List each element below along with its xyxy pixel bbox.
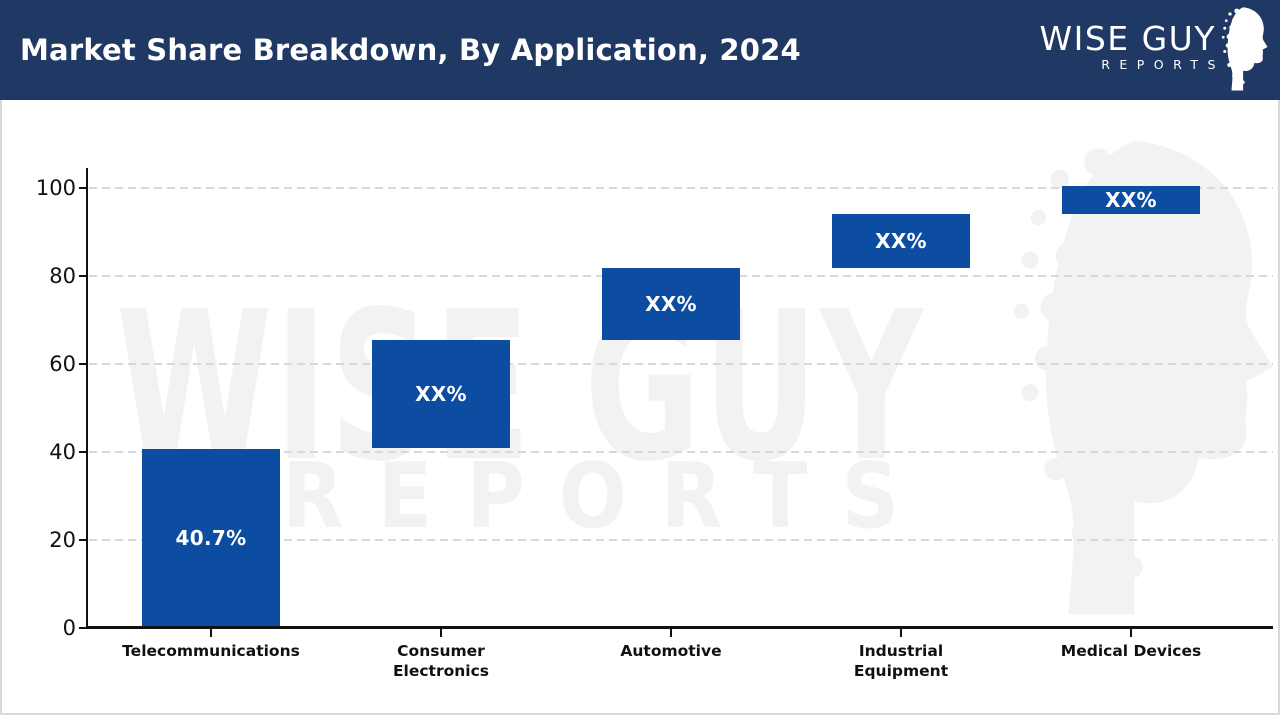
bar-automotive: XX% [602,268,740,340]
y-tick-label-0: 0 [62,616,76,640]
x-axis-spine [86,626,1273,629]
y-tick-label-60: 60 [49,352,76,376]
x-category-label-line: Electronics [392,662,490,680]
wiseguy-face-logo-icon [1221,7,1268,91]
x-tick-mark-4 [1130,629,1132,637]
y-tick-mark-100 [79,187,86,189]
x-tick-mark-3 [900,629,902,637]
y-tick-mark-0 [79,627,86,629]
x-category-label-line: Automotive [620,642,722,660]
y-axis-spine [86,168,88,629]
y-tick-label-80: 80 [49,264,76,288]
x-tick-mark-0 [210,629,212,637]
wiseguy-logo: WISE GUY REPORTS [1010,0,1280,100]
y-tick-mark-80 [79,275,86,277]
bar-value-label: 40.7% [175,526,247,551]
wiseguy-logo-line2: REPORTS [1101,57,1225,72]
x-tick-mark-2 [670,629,672,637]
y-tick-mark-20 [79,539,86,541]
x-category-label-2: Automotive [558,641,784,661]
header-band: Market Share Breakdown, By Application, … [0,0,1280,100]
bar-consumer-electronics: XX% [372,339,510,448]
x-category-label-3: Industrial Equipment [788,641,1014,681]
gridline-20 [89,539,1273,541]
watermark-reports-text: REPORTS [282,444,934,549]
bar-value-label: XX% [1105,188,1157,213]
x-category-label-line: Consumer [397,642,485,660]
y-tick-mark-40 [79,451,86,453]
wiseguy-logo-text: WISE GUY REPORTS [1039,19,1216,73]
y-tick-label-20: 20 [49,528,76,552]
bar-medical-devices: XX% [1062,185,1200,215]
gridline-40 [89,451,1273,453]
y-tick-mark-60 [79,363,86,365]
gridline-60 [89,363,1273,365]
x-tick-mark-1 [440,629,442,637]
x-category-label-line: Telecommunications [122,642,300,660]
page-title: Market Share Breakdown, By Application, … [20,33,801,67]
bar-telecommunications: 40.7% [142,448,280,628]
gridline-100 [89,187,1273,189]
bar-industrial-equipment: XX% [832,214,970,269]
wiseguy-logo-line1: WISE GUY [1039,19,1216,58]
x-category-label-4: Medical Devices [1018,641,1244,661]
y-tick-label-40: 40 [49,440,76,464]
bar-value-label: XX% [645,291,697,316]
y-tick-label-100: 100 [35,176,76,200]
x-category-label-0: Telecommunications [98,641,324,661]
x-category-label-line: Medical Devices [1060,642,1202,660]
x-category-label-1: Consumer Electronics [328,641,554,681]
bar-value-label: XX% [415,381,467,406]
bar-value-label: XX% [875,229,927,254]
x-category-label-line: Equipment [853,662,949,680]
x-category-label-line: Industrial [858,642,944,660]
